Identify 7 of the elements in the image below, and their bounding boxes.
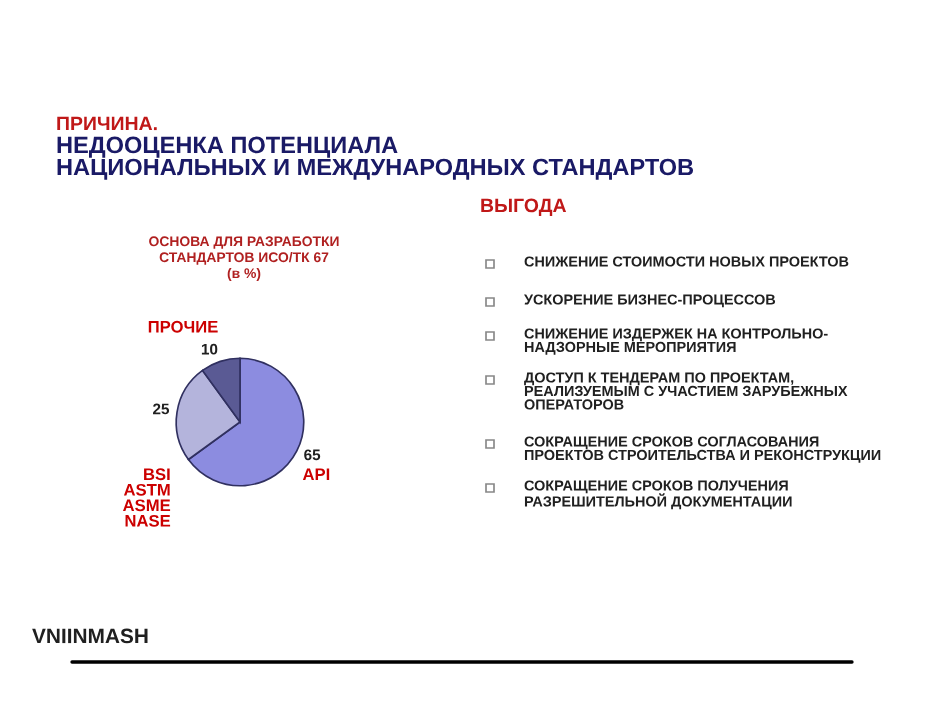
text: ПРИЧИНА.	[57, 116, 157, 131]
text: VNIINMASH	[32, 628, 148, 644]
slice-label: ПРОЧИЕ	[148, 320, 218, 333]
slice-label: BSI ASTM ASME NASE	[123, 468, 171, 527]
text: НЕДООЦЕНКА ПОТЕНЦИАЛА НАЦИОНАЛЬНЫХ И МЕЖДУНАРОДНЫХ СТАНДАРТОВ	[57, 136, 694, 180]
text: ВЫГОДА	[481, 198, 567, 216]
slice-label: API	[302, 468, 330, 480]
